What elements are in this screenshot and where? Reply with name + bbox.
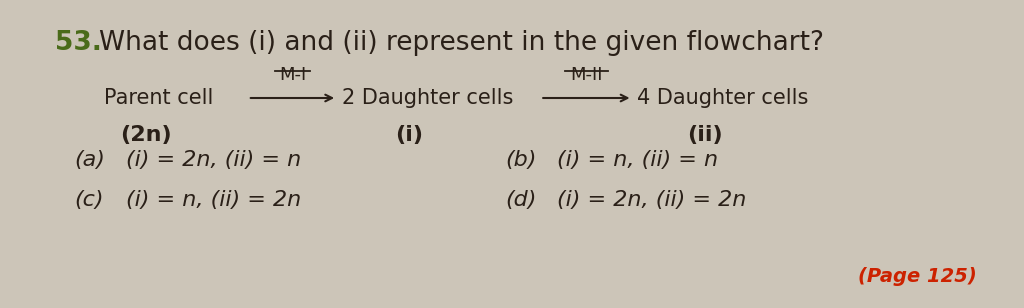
- Text: 53.: 53.: [54, 30, 101, 56]
- Text: (i): (i): [395, 125, 423, 145]
- Text: What does (i) and (ii) represent in the given flowchart?: What does (i) and (ii) represent in the …: [99, 30, 824, 56]
- Text: (a): (a): [75, 150, 105, 170]
- Text: (i) = 2n, (ii) = n: (i) = 2n, (ii) = n: [126, 150, 301, 170]
- Text: M-II: M-II: [570, 66, 602, 84]
- Text: (i) = 2n, (ii) = 2n: (i) = 2n, (ii) = 2n: [557, 190, 746, 210]
- Text: (d): (d): [506, 190, 537, 210]
- Text: 2 Daughter cells: 2 Daughter cells: [342, 88, 513, 108]
- Text: (ii): (ii): [687, 125, 723, 145]
- Text: (i) = n, (ii) = 2n: (i) = n, (ii) = 2n: [126, 190, 301, 210]
- Text: (b): (b): [506, 150, 537, 170]
- Text: (2n): (2n): [120, 125, 172, 145]
- Text: Parent cell: Parent cell: [104, 88, 213, 108]
- Text: (i) = n, (ii) = n: (i) = n, (ii) = n: [557, 150, 718, 170]
- Text: (c): (c): [75, 190, 103, 210]
- Text: 4 Daughter cells: 4 Daughter cells: [637, 88, 809, 108]
- Text: (Page 125): (Page 125): [858, 267, 977, 286]
- Text: M-I: M-I: [279, 66, 306, 84]
